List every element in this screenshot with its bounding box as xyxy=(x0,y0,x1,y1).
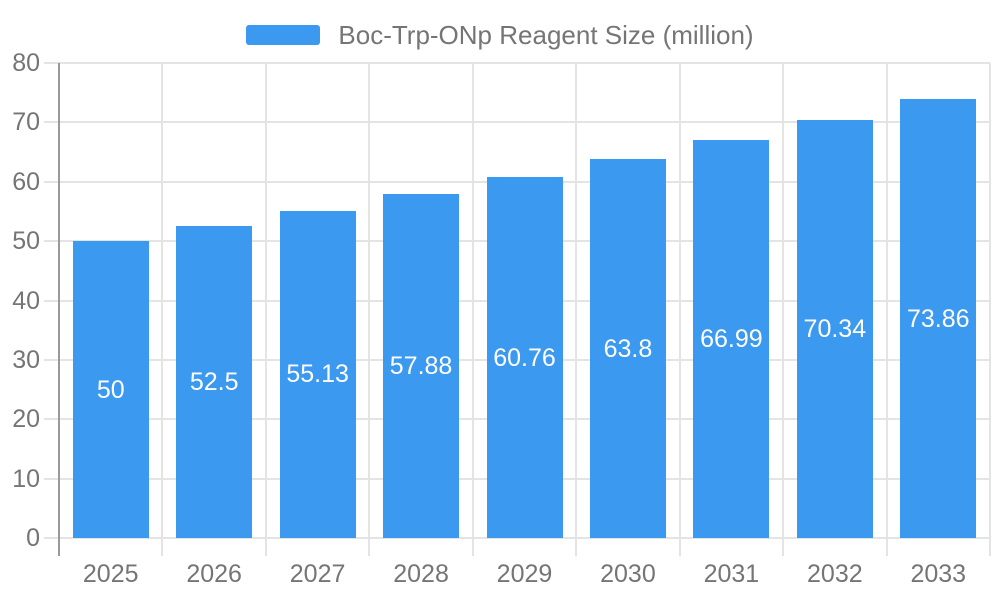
bar-value-label: 60.76 xyxy=(493,343,556,372)
x-axis-label-2032: 2032 xyxy=(807,560,863,588)
bar-value-label: 55.13 xyxy=(286,360,349,389)
x-gridline xyxy=(989,63,991,538)
y-gridline xyxy=(59,62,990,64)
y-axis-tick xyxy=(44,358,59,361)
bar-value-label: 70.34 xyxy=(803,315,867,344)
x-axis-label-2028: 2028 xyxy=(393,560,449,588)
bar-value-label: 63.8 xyxy=(603,334,653,363)
x-axis-tick xyxy=(368,538,371,556)
y-axis-tick xyxy=(44,299,59,302)
x-gridline xyxy=(161,63,164,538)
y-axis-label: 60 xyxy=(12,167,40,196)
y-axis-tick xyxy=(44,121,59,124)
x-gridline xyxy=(368,63,371,538)
legend-item[interactable]: Boc-Trp-ONp Reagent Size (million) xyxy=(0,18,1000,52)
x-axis-label-2025: 2025 xyxy=(82,560,139,588)
x-gridline xyxy=(264,63,267,538)
y-axis-label: 0 xyxy=(26,524,40,552)
bar-2025[interactable]: 50 xyxy=(72,241,149,538)
x-gridline xyxy=(575,63,578,538)
x-gridline xyxy=(782,63,785,538)
y-axis-label: 80 xyxy=(12,49,40,77)
bar-value-label: 50 xyxy=(96,375,125,404)
x-gridline xyxy=(471,63,474,538)
bar-value-label: 73.86 xyxy=(906,304,970,333)
y-axis-label: 40 xyxy=(12,286,40,315)
bar-2030[interactable]: 63.8 xyxy=(589,159,666,538)
y-axis-label: 10 xyxy=(12,464,40,493)
y-axis-label: 20 xyxy=(12,405,40,434)
x-axis-tick xyxy=(161,538,164,556)
x-axis-label-2033: 2033 xyxy=(910,560,967,588)
x-axis-tick xyxy=(575,538,578,556)
x-axis-label-2030: 2030 xyxy=(600,560,656,588)
y-axis-label: 30 xyxy=(12,345,40,374)
y-axis-label: 70 xyxy=(12,108,40,137)
bar-2029[interactable]: 60.76 xyxy=(486,177,563,538)
x-axis-tick xyxy=(264,538,267,556)
bar-value-label: 66.99 xyxy=(700,325,763,354)
bar-2033[interactable]: 73.86 xyxy=(900,99,977,538)
bar-value-label: 52.5 xyxy=(189,368,239,397)
y-axis-tick xyxy=(44,537,59,539)
bar-2026[interactable]: 52.5 xyxy=(176,226,253,538)
x-axis-label-2027: 2027 xyxy=(289,560,346,588)
bar-2027[interactable]: 55.13 xyxy=(279,210,356,538)
legend-swatch xyxy=(246,25,321,45)
x-axis-tick xyxy=(782,538,785,556)
y-gridline xyxy=(59,121,990,124)
x-axis-label-2031: 2031 xyxy=(703,560,760,588)
y-axis-tick xyxy=(44,62,59,64)
x-axis-label-2029: 2029 xyxy=(496,560,553,588)
y-axis-line xyxy=(58,63,60,556)
y-axis-tick xyxy=(44,477,59,480)
legend-label: Boc-Trp-ONp Reagent Size (million) xyxy=(338,20,754,50)
bar-2031[interactable]: 66.99 xyxy=(693,140,770,538)
bar-2028[interactable]: 57.88 xyxy=(383,194,460,538)
y-axis-label: 50 xyxy=(12,227,40,256)
y-axis-tick xyxy=(44,240,59,243)
bar-2032[interactable]: 70.34 xyxy=(796,120,873,538)
bar-value-label: 57.88 xyxy=(389,352,453,381)
x-gridline xyxy=(678,63,681,538)
x-axis-tick xyxy=(885,538,888,556)
x-axis-label-2026: 2026 xyxy=(186,560,242,588)
x-axis-tick xyxy=(989,538,991,556)
x-axis-tick xyxy=(471,538,474,556)
y-axis-tick xyxy=(44,418,59,421)
x-axis-tick xyxy=(678,538,681,556)
x-gridline xyxy=(885,63,888,538)
y-gridline xyxy=(59,537,990,539)
y-axis-tick xyxy=(44,180,59,183)
